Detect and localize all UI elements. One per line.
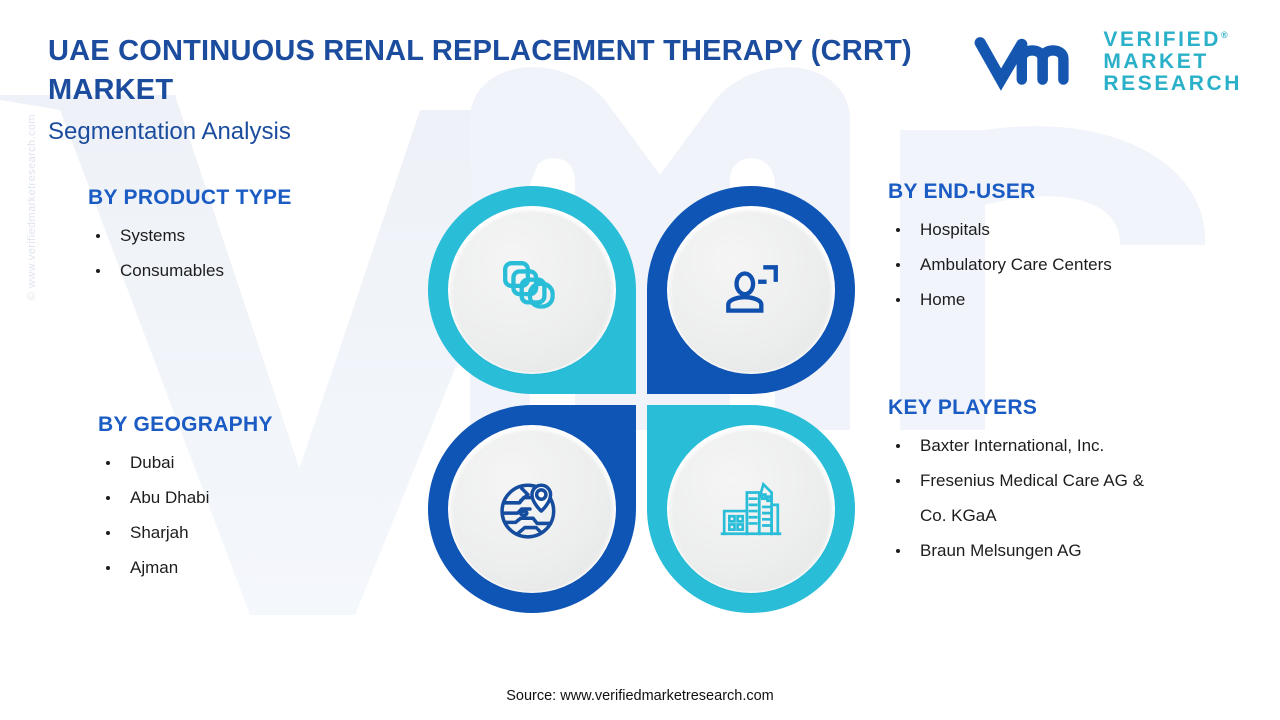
quadrant-end-user[interactable] — [647, 186, 855, 394]
logo-line-2: MARKET — [1103, 50, 1209, 74]
list-item: Baxter International, Inc. — [888, 428, 1268, 463]
list-end-user: Hospitals Ambulatory Care Centers Home — [888, 212, 1258, 317]
list-item: Systems — [88, 218, 418, 253]
bullet-icon — [96, 268, 100, 273]
list-item: Ambulatory Care Centers — [888, 247, 1258, 282]
list-item-label: Fresenius Medical Care AG & — [920, 471, 1144, 490]
page-title: UAE CONTINUOUS RENAL REPLACEMENT THERAPY… — [48, 35, 912, 106]
bullet-icon — [896, 478, 900, 483]
page-header: UAE CONTINUOUS RENAL REPLACEMENT THERAPY… — [0, 0, 1280, 160]
quadrant-key-players[interactable] — [647, 405, 855, 613]
list-item: Hospitals — [888, 212, 1258, 247]
list-item: Consumables — [88, 253, 418, 288]
registered-icon: ® — [1221, 30, 1231, 41]
section-heading-key-players: KEY PLAYERS — [888, 396, 1038, 419]
bullet-icon — [106, 530, 110, 535]
user-plus-icon — [726, 265, 778, 313]
buildings-icon — [720, 481, 782, 536]
segmentation-pinwheel — [425, 186, 855, 614]
bullet-icon — [896, 548, 900, 553]
vmr-logo-text: VERIFIED® MARKET RESEARCH — [1103, 29, 1242, 94]
quadrant-icon-disc — [452, 210, 612, 370]
list-item-label: Systems — [120, 226, 186, 245]
list-item: Abu Dhabi — [98, 480, 428, 515]
list-item-label: Dubai — [130, 453, 175, 472]
bullet-icon — [96, 233, 100, 238]
bullet-icon — [896, 262, 900, 267]
logo-line-3: RESEARCH — [1103, 71, 1242, 95]
bullet-icon — [896, 297, 900, 302]
list-item: Dubai — [98, 445, 428, 480]
list-product-type: Systems Consumables — [88, 218, 418, 288]
section-end-user: BY END-USER Hospitals Ambulatory Care Ce… — [888, 180, 1258, 317]
list-item-label: Ambulatory Care Centers — [920, 255, 1112, 274]
section-product-type: BY PRODUCT TYPE Systems Consumables — [88, 186, 418, 288]
section-geography: BY GEOGRAPHY Dubai Abu Dhabi Sharjah Ajm… — [98, 413, 428, 585]
list-item-continuation: Co. KGaA — [888, 498, 1268, 533]
bullet-icon — [106, 460, 110, 465]
list-item-label: Ajman — [130, 558, 179, 577]
footer-source: Source: www.verifiedmarketresearch.com — [506, 688, 774, 704]
list-item-label: Consumables — [120, 261, 224, 280]
list-item-label: Sharjah — [130, 523, 189, 542]
section-key-players: KEY PLAYERS Baxter International, Inc. F… — [888, 396, 1268, 568]
bullet-icon — [106, 495, 110, 500]
quadrant-icon-disc — [452, 429, 612, 589]
vmr-logo[interactable]: VERIFIED® MARKET RESEARCH — [969, 28, 1242, 96]
list-item: Home — [888, 282, 1258, 317]
list-key-players: Baxter International, Inc. Fresenius Med… — [888, 428, 1268, 568]
bullet-icon — [106, 565, 110, 570]
list-item: Ajman — [98, 550, 428, 585]
list-item-label: Baxter International, Inc. — [920, 436, 1105, 455]
list-item-label: Home — [920, 290, 966, 309]
list-item-label: Abu Dhabi — [130, 488, 210, 507]
quadrant-icon-disc — [671, 210, 831, 370]
globe-pin-icon — [500, 483, 556, 539]
section-heading-end-user: BY END-USER — [888, 180, 1036, 203]
layers-icon — [503, 261, 555, 309]
vmr-logo-mark — [974, 37, 1069, 91]
list-item: Sharjah — [98, 515, 428, 550]
quadrant-geography[interactable] — [428, 405, 636, 613]
quadrant-product-type[interactable] — [428, 186, 636, 394]
bullet-icon — [896, 227, 900, 232]
list-item-label: Hospitals — [920, 220, 990, 239]
list-item-label: Braun Melsungen AG — [920, 541, 1082, 560]
list-item-label: Co. KGaA — [920, 506, 997, 525]
list-geography: Dubai Abu Dhabi Sharjah Ajman — [98, 445, 428, 585]
quadrant-icon-disc — [671, 429, 831, 589]
list-item: Braun Melsungen AG — [888, 533, 1268, 568]
section-heading-product-type: BY PRODUCT TYPE — [88, 186, 292, 209]
bullet-icon — [896, 443, 900, 448]
logo-line-1: VERIFIED — [1103, 28, 1221, 52]
list-item: Fresenius Medical Care AG & — [888, 463, 1268, 498]
page-subtitle: Segmentation Analysis — [48, 118, 291, 145]
section-heading-geography: BY GEOGRAPHY — [98, 413, 273, 436]
